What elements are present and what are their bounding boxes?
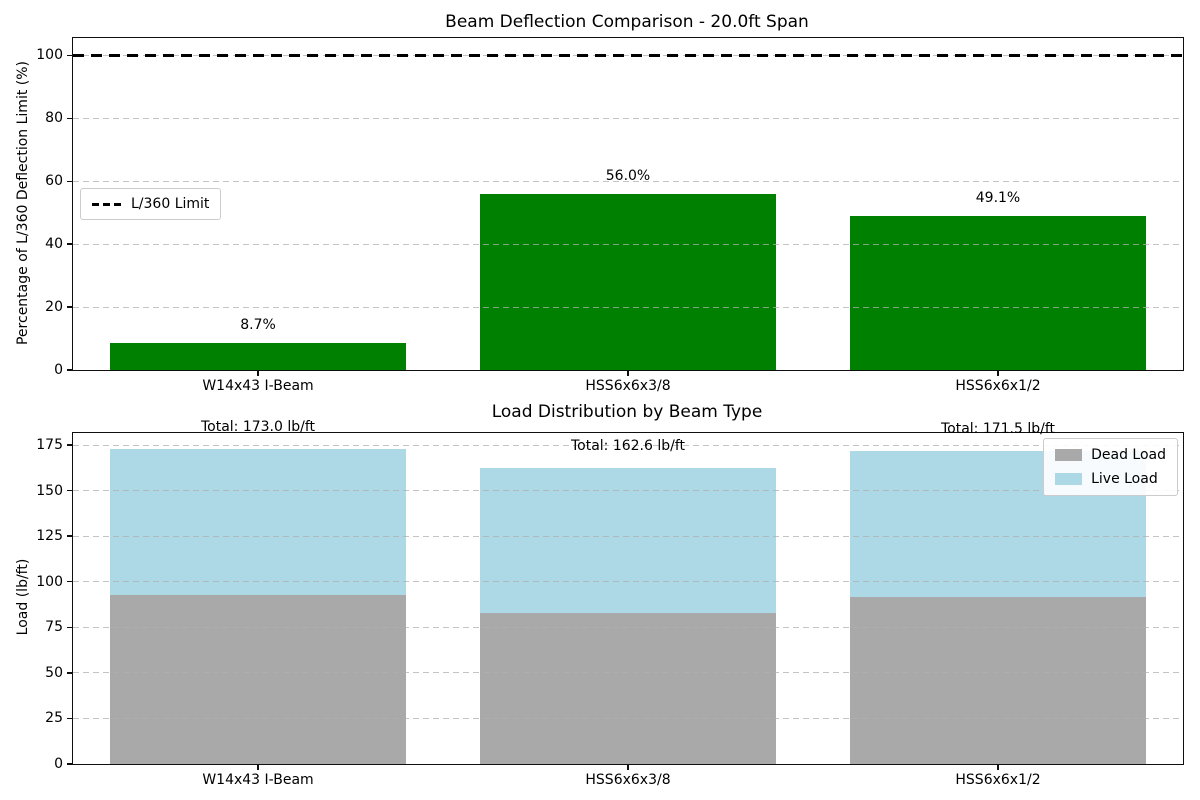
- legend: Dead Load Live Load: [1043, 438, 1178, 496]
- gridline: [73, 490, 1183, 492]
- plot-area: Dead Load Live Load 0 25 50 75 100 125 150 175 W…: [36, 419, 1184, 788]
- legend: L/360 Limit: [80, 188, 222, 220]
- y-tick-mark: [67, 672, 73, 674]
- x-tick-mark: [997, 370, 999, 376]
- gridline: [73, 306, 1183, 308]
- y-tick-mark: [67, 180, 73, 182]
- total-label: Total: 162.6 lb/ft: [570, 437, 686, 454]
- y-tick-label: 125: [36, 528, 63, 545]
- y-tick-label: 175: [36, 437, 63, 454]
- y-tick-label: 0: [54, 362, 63, 378]
- y-tick-label: 0: [54, 756, 63, 772]
- y-tick-label: 20: [45, 299, 63, 316]
- gridline: [73, 581, 1183, 583]
- x-tick-label: HSS6x6x3/8: [585, 378, 671, 394]
- y-tick-mark: [67, 306, 73, 308]
- y-tick-label: 100: [36, 47, 63, 64]
- legend-label: Live Load: [1091, 471, 1158, 487]
- y-tick-label: 150: [36, 482, 63, 499]
- y-tick-label: 50: [45, 664, 63, 681]
- y-tick-label: 25: [45, 710, 63, 727]
- x-tick-label: HSS6x6x1/2: [955, 772, 1041, 788]
- bar-value-label: 49.1%: [975, 189, 1021, 206]
- bar-value-label: 8.7%: [240, 316, 276, 333]
- chart-title: Beam Deflection Comparison - 20.0ft Span: [445, 12, 809, 32]
- deflection-bar: [110, 342, 406, 370]
- y-tick-mark: [67, 369, 73, 371]
- y-tick-label: 40: [45, 236, 63, 253]
- x-tick-mark: [627, 764, 629, 770]
- limit-line: [73, 53, 1183, 57]
- y-tick-mark: [67, 763, 73, 765]
- x-tick-label: HSS6x6x1/2: [955, 378, 1041, 394]
- y-tick-label: 75: [45, 619, 63, 636]
- y-tick-mark: [67, 489, 73, 492]
- plot-area: L/360 Limit 0 20 40 60 80 100 W14x43 I-Beam 8.7…: [36, 37, 1184, 394]
- x-tick-mark: [997, 764, 999, 770]
- deflection-bar: [480, 193, 776, 370]
- x-tick-mark: [257, 764, 259, 770]
- y-tick-mark: [67, 117, 73, 119]
- deflection-bar: [850, 215, 1146, 370]
- chart-title: Load Distribution by Beam Type: [491, 402, 763, 422]
- gridline: [73, 243, 1183, 245]
- y-tick-mark: [67, 54, 73, 57]
- y-tick-mark: [67, 717, 73, 720]
- legend-swatch-dead-load: [1055, 449, 1083, 461]
- y-tick-label: 80: [45, 110, 63, 127]
- gridline: [73, 626, 1183, 628]
- y-tick-mark: [67, 535, 73, 537]
- x-tick-mark: [627, 370, 629, 376]
- y-tick-label: 100: [36, 573, 63, 590]
- y-tick-mark: [67, 444, 73, 446]
- gridline: [73, 117, 1183, 119]
- x-tick-label: W14x43 I-Beam: [202, 772, 314, 788]
- gridline: [73, 444, 1183, 446]
- dead-load-bar: [480, 613, 776, 764]
- gridline: [73, 717, 1183, 719]
- dead-load-bar: [850, 597, 1146, 764]
- live-load-bar: [110, 448, 406, 595]
- gridline: [73, 535, 1183, 537]
- bar-value-label: 56.0%: [605, 167, 651, 184]
- y-tick-mark: [67, 581, 73, 583]
- y-tick-label: 60: [45, 173, 63, 190]
- x-tick-label: HSS6x6x3/8: [585, 772, 671, 788]
- legend-label: L/360 Limit: [131, 196, 210, 212]
- total-label: Total: 173.0 lb/ft: [200, 418, 316, 435]
- gridline: [73, 180, 1183, 182]
- y-tick-mark: [67, 243, 73, 245]
- legend-swatch-live-load: [1055, 473, 1083, 485]
- gridline: [73, 672, 1183, 674]
- x-tick-label: W14x43 I-Beam: [202, 378, 314, 394]
- live-load-bar: [480, 467, 776, 614]
- y-tick-mark: [67, 626, 73, 628]
- legend-entry: Live Load: [1055, 471, 1166, 487]
- x-tick-mark: [257, 370, 259, 376]
- total-label: Total: 171.5 lb/ft: [940, 421, 1056, 438]
- dead-load-bar: [110, 594, 406, 764]
- legend-dash-swatch: [92, 202, 122, 206]
- legend-label: Dead Load: [1091, 447, 1166, 463]
- legend-entry: Dead Load: [1055, 447, 1166, 463]
